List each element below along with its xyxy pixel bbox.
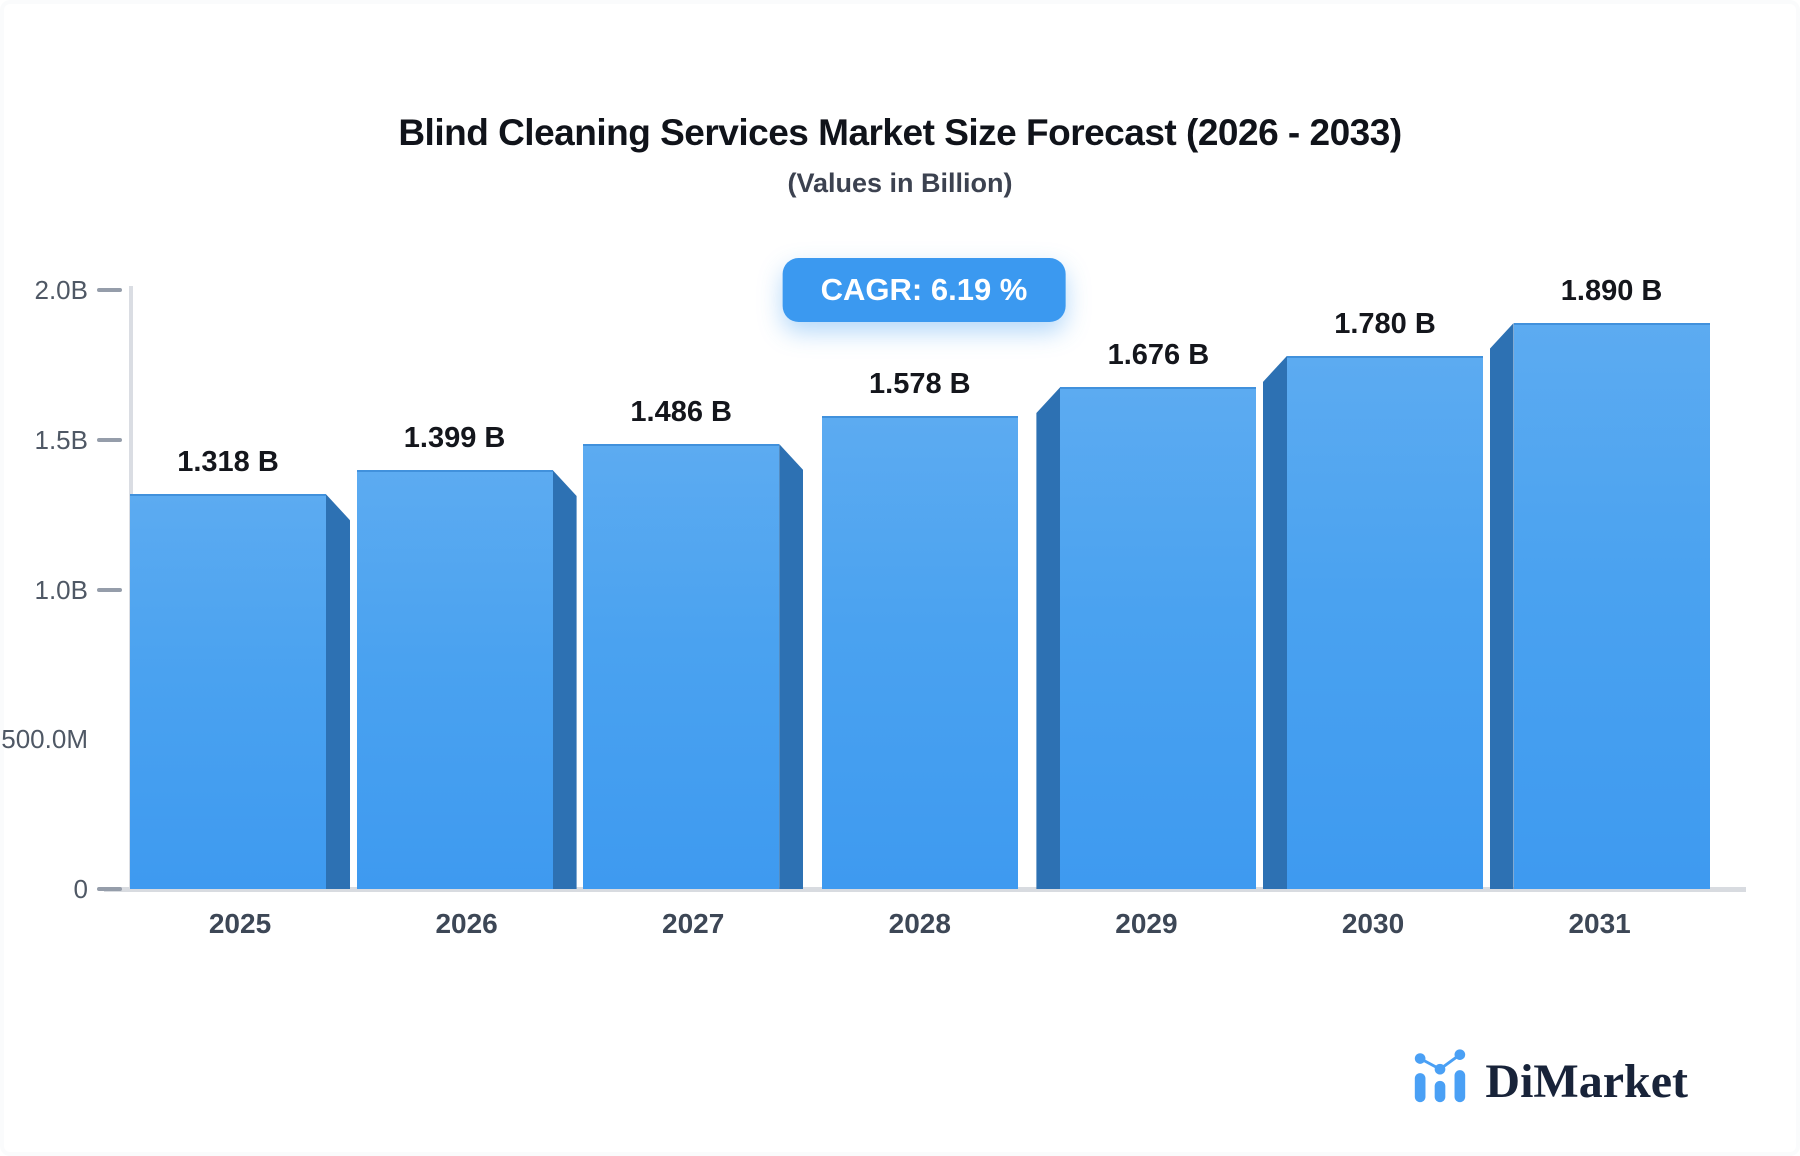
x-axis-year-label: 2029 <box>1115 908 1178 939</box>
bar-face <box>821 416 1018 889</box>
bar-value-label: 1.399 B <box>403 421 506 454</box>
bar-side-3d <box>1263 355 1287 889</box>
y-axis-tick-label: 0 <box>73 874 88 904</box>
bar-value-label: 1.890 B <box>1560 274 1663 307</box>
dimarket-logo: DiMarket <box>1409 1044 1688 1106</box>
bar-2031[interactable] <box>1489 322 1710 889</box>
bar-side-3d <box>1036 387 1061 889</box>
y-axis-tick-label: 500.0M <box>1 724 88 755</box>
mini-bar-chart-icon <box>1415 1049 1466 1103</box>
bar-value-label: 1.676 B <box>1107 339 1210 372</box>
bar-face <box>1287 355 1483 889</box>
x-axis-year-label: 2026 <box>435 908 498 939</box>
logo-text: DiMarket <box>1485 1055 1688 1108</box>
bar-side-3d <box>779 443 804 889</box>
y-axis-tick-mark <box>97 587 122 592</box>
y-axis-tick-label: 2.0B <box>34 275 89 305</box>
bar-value-label: 1.578 B <box>869 368 971 401</box>
y-axis-tick-mark <box>97 887 122 891</box>
bar-2030[interactable] <box>1263 355 1483 889</box>
bar-side-3d <box>326 494 350 889</box>
bar-value-label: 1.486 B <box>630 395 732 428</box>
bar-face <box>1513 322 1710 889</box>
cagr-badge: CAGR: 6.19 % <box>782 258 1066 322</box>
x-axis-year-label: 2028 <box>888 908 951 939</box>
bar-face <box>1060 387 1257 889</box>
chart-title: Blind Cleaning Services Market Size Fore… <box>398 112 1402 153</box>
bar-2029[interactable] <box>1036 387 1257 889</box>
chart-subtitle: (Values in Billion) <box>787 168 1013 198</box>
bar-side-3d <box>552 469 577 889</box>
bar-side-3d <box>1489 322 1514 889</box>
y-axis-tick-label: 1.0B <box>34 574 89 605</box>
bar-face <box>130 494 326 889</box>
bar-face <box>583 443 780 889</box>
x-axis-year-label: 2025 <box>208 908 272 939</box>
bar-face <box>356 469 553 889</box>
x-axis-year-label: 2030 <box>1341 908 1405 939</box>
bar-value-label: 1.780 B <box>1334 307 1436 340</box>
y-axis-tick-mark <box>97 437 122 442</box>
x-axis-baseline <box>104 887 1746 892</box>
x-axis-year-label: 2031 <box>1568 908 1631 939</box>
bar-2025[interactable] <box>130 494 350 889</box>
bar-2027[interactable] <box>583 443 804 889</box>
bar-value-label: 1.318 B <box>177 446 279 479</box>
bar-2026[interactable] <box>356 469 577 889</box>
x-axis-year-label: 2027 <box>662 908 725 939</box>
y-axis-tick-label: 1.5B <box>34 424 89 455</box>
y-axis-tick-mark <box>97 288 122 292</box>
bar-2028[interactable] <box>810 416 1030 889</box>
